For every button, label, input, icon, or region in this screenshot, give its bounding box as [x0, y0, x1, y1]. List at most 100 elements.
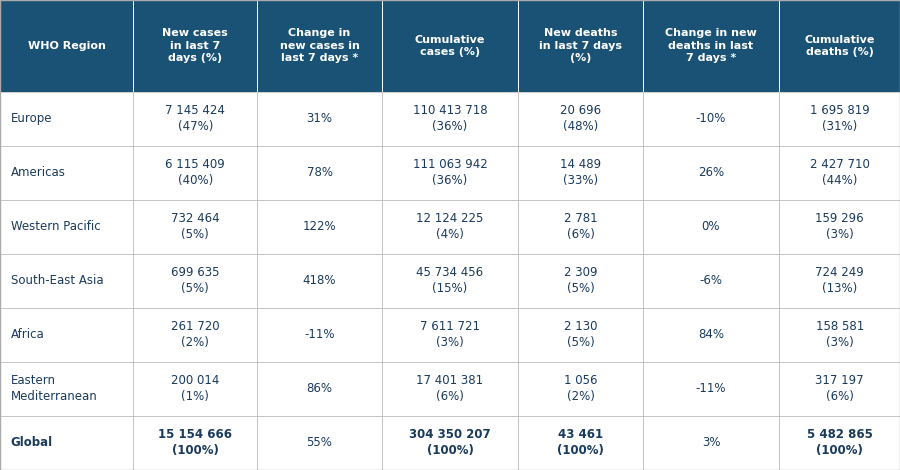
Text: 724 249
(13%): 724 249 (13%) — [815, 266, 864, 295]
Bar — [0, 200, 133, 254]
Bar — [643, 200, 779, 254]
Bar — [133, 362, 257, 416]
Bar — [779, 200, 900, 254]
Bar — [643, 254, 779, 308]
Text: 158 581
(3%): 158 581 (3%) — [815, 321, 864, 349]
Text: Change in
new cases in
last 7 days *: Change in new cases in last 7 days * — [280, 28, 359, 63]
Text: 3%: 3% — [702, 437, 720, 449]
Text: 15 154 666
(100%): 15 154 666 (100%) — [158, 429, 232, 457]
Bar — [382, 200, 518, 254]
Bar — [779, 92, 900, 146]
Bar — [643, 92, 779, 146]
Text: Africa: Africa — [11, 329, 44, 341]
Bar — [133, 92, 257, 146]
Text: Global: Global — [11, 437, 53, 449]
Bar — [518, 362, 643, 416]
Text: 122%: 122% — [302, 220, 337, 233]
Text: Eastern
Mediterranean: Eastern Mediterranean — [11, 375, 97, 403]
Text: -11%: -11% — [304, 329, 335, 341]
Bar — [779, 146, 900, 200]
Text: Cumulative
cases (%): Cumulative cases (%) — [415, 35, 485, 57]
Text: Americas: Americas — [11, 166, 66, 179]
Text: Change in new
deaths in last
7 days *: Change in new deaths in last 7 days * — [665, 28, 757, 63]
Bar — [257, 200, 382, 254]
Text: 6 115 409
(40%): 6 115 409 (40%) — [166, 158, 225, 187]
Text: 26%: 26% — [698, 166, 724, 179]
Bar — [133, 308, 257, 362]
Bar — [0, 92, 133, 146]
Text: WHO Region: WHO Region — [28, 41, 105, 51]
Bar — [0, 0, 133, 92]
Text: 43 461
(100%): 43 461 (100%) — [557, 429, 604, 457]
Bar — [257, 0, 382, 92]
Text: 86%: 86% — [307, 383, 332, 395]
Text: 200 014
(1%): 200 014 (1%) — [171, 375, 220, 403]
Bar — [133, 0, 257, 92]
Bar — [643, 362, 779, 416]
Text: 1 056
(2%): 1 056 (2%) — [563, 375, 598, 403]
Bar — [382, 146, 518, 200]
Bar — [779, 254, 900, 308]
Bar — [257, 146, 382, 200]
Text: Cumulative
deaths (%): Cumulative deaths (%) — [805, 35, 875, 57]
Bar — [257, 416, 382, 470]
Bar — [382, 416, 518, 470]
Text: 110 413 718
(36%): 110 413 718 (36%) — [413, 104, 487, 133]
Text: -11%: -11% — [696, 383, 726, 395]
Text: 7 611 721
(3%): 7 611 721 (3%) — [420, 321, 480, 349]
Bar — [257, 308, 382, 362]
Text: 1 695 819
(31%): 1 695 819 (31%) — [810, 104, 869, 133]
Bar — [779, 362, 900, 416]
Text: 31%: 31% — [307, 112, 332, 125]
Text: 699 635
(5%): 699 635 (5%) — [171, 266, 220, 295]
Bar — [0, 416, 133, 470]
Bar — [518, 254, 643, 308]
Bar — [518, 92, 643, 146]
Text: 304 350 207
(100%): 304 350 207 (100%) — [410, 429, 490, 457]
Bar — [0, 146, 133, 200]
Text: 0%: 0% — [702, 220, 720, 233]
Text: -6%: -6% — [699, 274, 723, 287]
Text: South-East Asia: South-East Asia — [11, 274, 104, 287]
Text: 17 401 381
(6%): 17 401 381 (6%) — [417, 375, 483, 403]
Text: 732 464
(5%): 732 464 (5%) — [171, 212, 220, 241]
Bar — [643, 416, 779, 470]
Text: 317 197
(6%): 317 197 (6%) — [815, 375, 864, 403]
Text: 84%: 84% — [698, 329, 724, 341]
Text: -10%: -10% — [696, 112, 726, 125]
Text: 45 734 456
(15%): 45 734 456 (15%) — [417, 266, 483, 295]
Text: 261 720
(2%): 261 720 (2%) — [171, 321, 220, 349]
Bar — [0, 254, 133, 308]
Text: 5 482 865
(100%): 5 482 865 (100%) — [806, 429, 873, 457]
Bar — [382, 0, 518, 92]
Bar — [382, 254, 518, 308]
Bar — [133, 200, 257, 254]
Bar — [643, 146, 779, 200]
Bar — [518, 200, 643, 254]
Bar — [643, 308, 779, 362]
Bar — [518, 0, 643, 92]
Bar — [779, 416, 900, 470]
Text: Western Pacific: Western Pacific — [11, 220, 101, 233]
Bar — [382, 92, 518, 146]
Text: 2 309
(5%): 2 309 (5%) — [563, 266, 598, 295]
Bar — [382, 362, 518, 416]
Bar — [518, 416, 643, 470]
Text: 159 296
(3%): 159 296 (3%) — [815, 212, 864, 241]
Bar — [133, 254, 257, 308]
Bar — [257, 362, 382, 416]
Text: 7 145 424
(47%): 7 145 424 (47%) — [166, 104, 225, 133]
Bar — [382, 308, 518, 362]
Bar — [133, 416, 257, 470]
Bar — [0, 362, 133, 416]
Text: 2 130
(5%): 2 130 (5%) — [563, 321, 598, 349]
Text: New cases
in last 7
days (%): New cases in last 7 days (%) — [162, 28, 229, 63]
Text: 418%: 418% — [302, 274, 337, 287]
Text: 20 696
(48%): 20 696 (48%) — [560, 104, 601, 133]
Bar — [257, 254, 382, 308]
Text: 55%: 55% — [307, 437, 332, 449]
Text: 2 781
(6%): 2 781 (6%) — [563, 212, 598, 241]
Bar — [779, 0, 900, 92]
Text: 2 427 710
(44%): 2 427 710 (44%) — [810, 158, 869, 187]
Bar — [779, 308, 900, 362]
